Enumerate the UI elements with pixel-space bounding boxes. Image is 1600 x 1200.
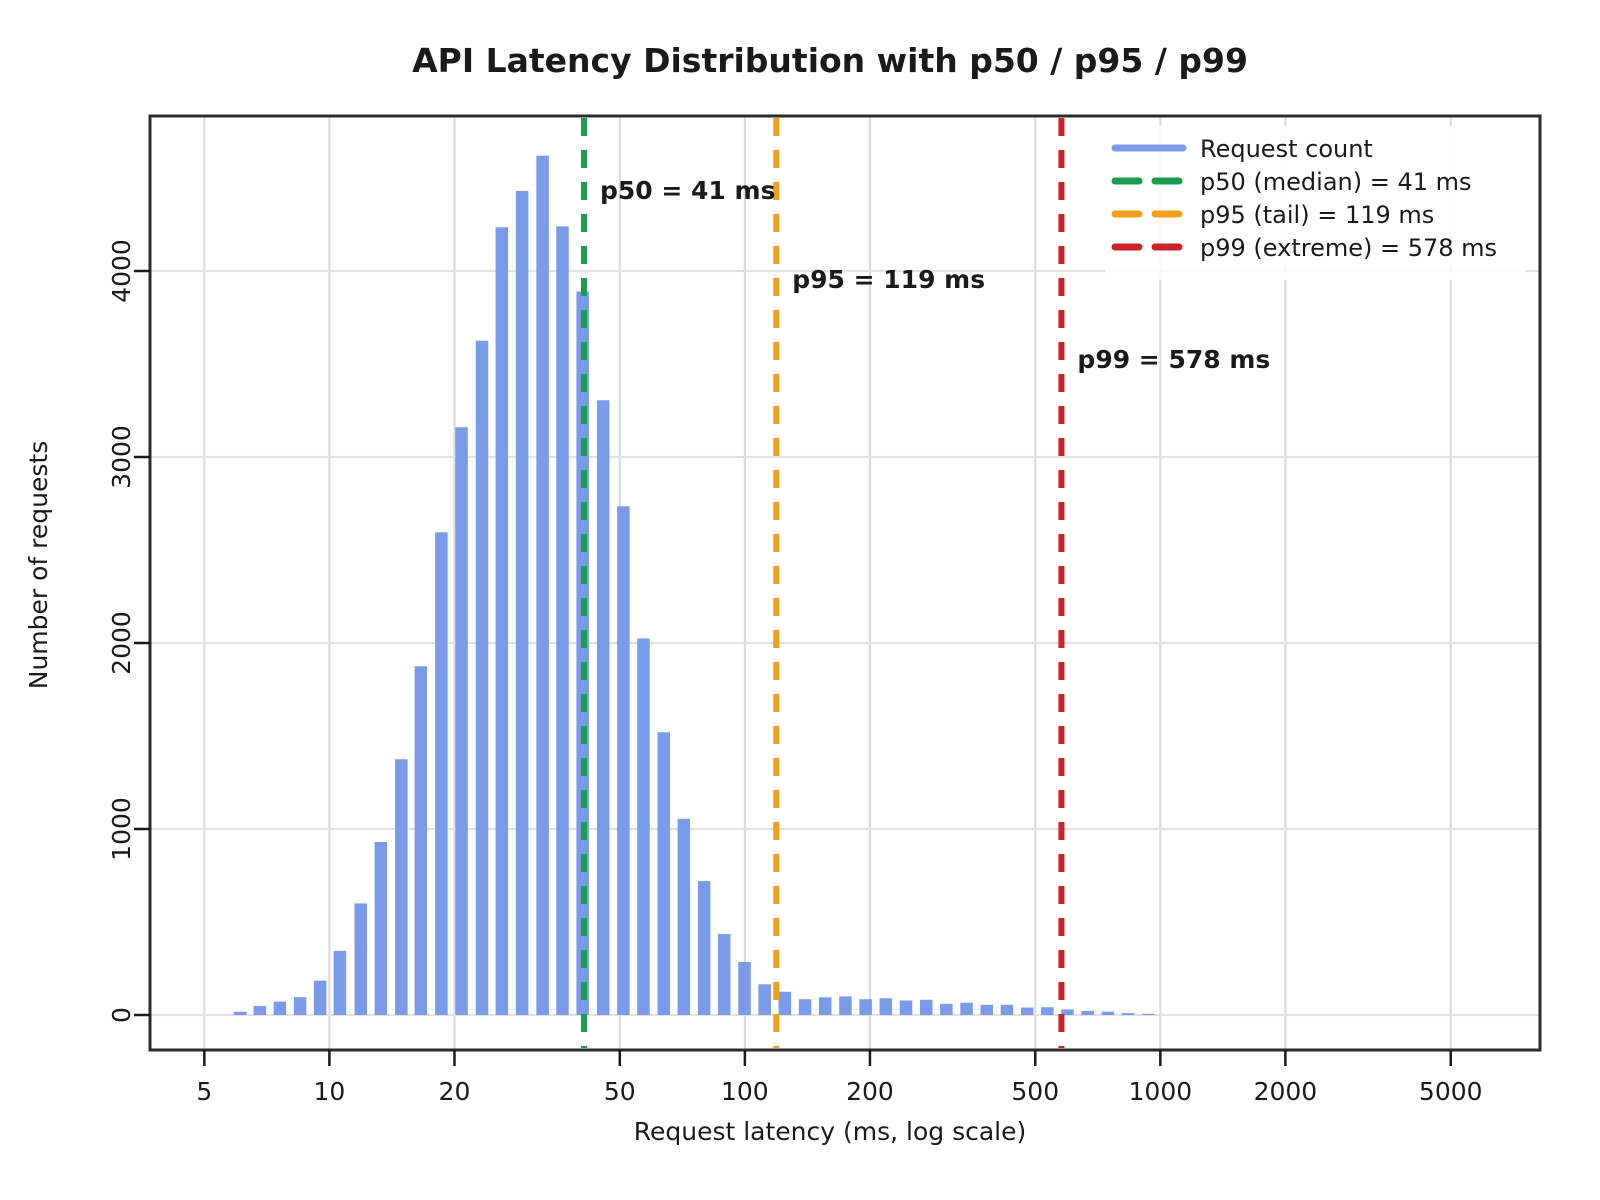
histogram-bar [1101, 1011, 1115, 1015]
histogram-bar [233, 1011, 247, 1015]
histogram-bar [374, 842, 388, 1015]
x-tick-label: 5000 [1419, 1077, 1483, 1106]
x-axis-title: Request latency (ms, log scale) [634, 1117, 1027, 1146]
y-axis-ticks: 0 1000 2000 3000 4000 [107, 239, 150, 1023]
histogram-bar [1000, 1004, 1014, 1015]
x-tick-label: 2000 [1254, 1077, 1318, 1106]
legend-background [1105, 126, 1525, 280]
histogram-bar [657, 732, 671, 1015]
annotation-p99: p99 = 578 ms [1077, 345, 1270, 374]
histogram-bar [980, 1004, 993, 1015]
histogram-bar [637, 638, 650, 1015]
annotation-p95: p95 = 119 ms [792, 265, 985, 294]
histogram-bar [293, 997, 307, 1015]
histogram-bar [395, 759, 408, 1015]
histogram-bar [1041, 1007, 1054, 1015]
histogram-bar [818, 997, 832, 1015]
histogram-bar [758, 984, 771, 1015]
histogram-bar [556, 226, 569, 1016]
x-tick-label: 5 [196, 1077, 212, 1106]
histogram-bar [475, 340, 489, 1015]
histogram-bar [333, 950, 347, 1015]
x-tick-label: 10 [313, 1077, 345, 1106]
chart-legend: Request count p50 (median) = 41 ms p95 (ta… [1105, 126, 1525, 280]
histogram-bar [1141, 1013, 1155, 1015]
y-axis-title: Number of requests [24, 441, 53, 689]
histogram-bar [455, 427, 468, 1015]
histogram-bar [697, 881, 711, 1015]
histogram-bar [273, 1001, 287, 1015]
histogram-bar [576, 291, 589, 1016]
histogram-bar [313, 980, 327, 1015]
chart-title: API Latency Distribution with p50 / p95 … [412, 41, 1248, 80]
histogram-bar [354, 903, 368, 1015]
histogram-bar [1020, 1007, 1034, 1015]
histogram-bar [536, 155, 549, 1015]
histogram-bar [899, 1000, 913, 1015]
annotation-p50: p50 = 41 ms [600, 176, 775, 205]
x-axis-ticks: 5 10 20 50 100 200 500 1000 2000 5000 [196, 1050, 1483, 1106]
histogram-bar [253, 1006, 267, 1015]
histogram-bar [435, 532, 448, 1015]
histogram-bar [859, 999, 872, 1015]
percentile-annotations: p50 = 41 ms p95 = 119 ms p99 = 578 ms [600, 176, 1270, 374]
legend-label: p99 (extreme) = 578 ms [1200, 234, 1497, 262]
histogram-bar [960, 1002, 973, 1015]
histogram-bars [233, 155, 1155, 1016]
histogram-bar [1061, 1009, 1074, 1015]
histogram-bar [717, 934, 731, 1015]
x-tick-label: 20 [439, 1077, 471, 1106]
histogram-bar [1121, 1013, 1135, 1015]
histogram-bar [940, 1003, 953, 1015]
histogram-bar [919, 999, 933, 1015]
legend-label: Request count [1200, 135, 1373, 163]
histogram-bar [879, 998, 893, 1015]
histogram-bar [515, 191, 529, 1015]
histogram-bar [495, 227, 509, 1016]
x-tick-label: 50 [604, 1077, 636, 1106]
histogram-bar [617, 506, 630, 1015]
x-tick-label: 1000 [1129, 1077, 1193, 1106]
histogram-bar [596, 400, 610, 1015]
plot-frame [148, 114, 1542, 1052]
y-tick-label: 3000 [107, 425, 136, 489]
x-tick-label: 100 [721, 1077, 769, 1106]
y-tick-label: 2000 [107, 611, 136, 675]
histogram-bar [778, 991, 792, 1015]
histogram-bar [1081, 1010, 1094, 1015]
y-tick-label: 4000 [107, 239, 136, 303]
legend-label: p50 (median) = 41 ms [1200, 168, 1472, 196]
histogram-bar [677, 818, 691, 1015]
histogram-bar [738, 961, 751, 1015]
x-tick-label: 200 [846, 1077, 894, 1106]
histogram-bar [798, 999, 812, 1015]
percentile-lines [580, 118, 1065, 1048]
histogram-bar [839, 996, 852, 1015]
x-tick-label: 500 [1011, 1077, 1059, 1106]
legend-label: p95 (tail) = 119 ms [1200, 201, 1434, 229]
y-tick-label: 0 [107, 1007, 136, 1023]
histogram-bar [414, 666, 428, 1015]
y-tick-label: 1000 [107, 797, 136, 861]
